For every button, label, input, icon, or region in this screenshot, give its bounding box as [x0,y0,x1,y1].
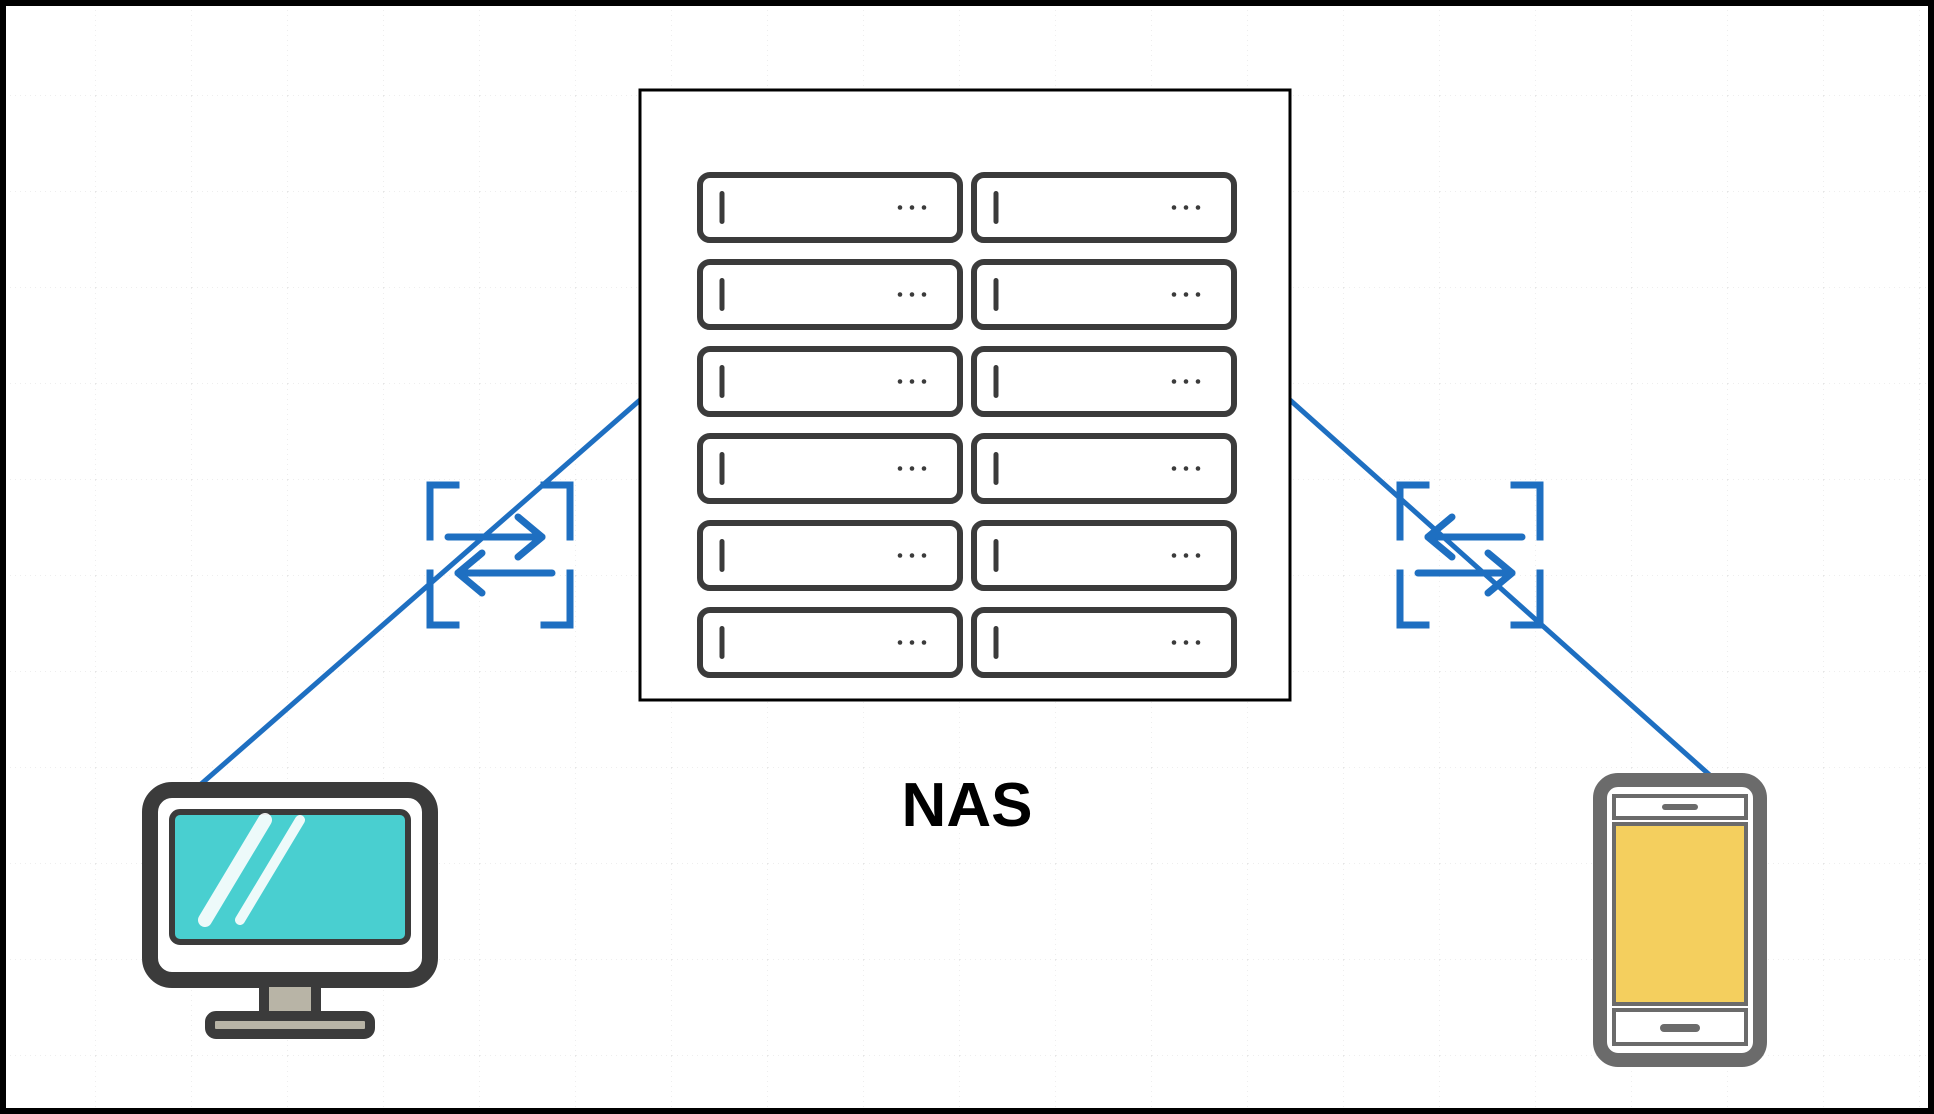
diagram-canvas: NAS [0,0,1934,1114]
nas-label: NAS [902,770,1033,841]
outer-border [0,0,1934,1114]
